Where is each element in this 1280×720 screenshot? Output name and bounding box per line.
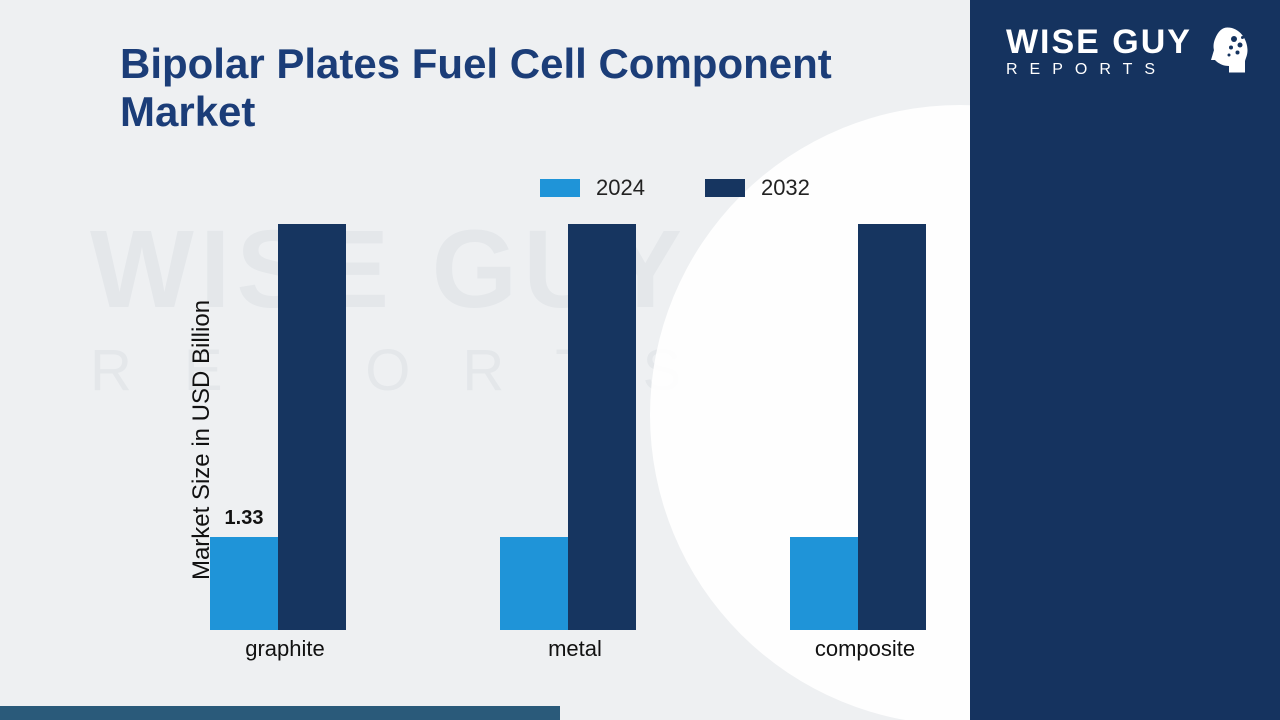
logo-subtitle: REPORTS — [1006, 61, 1192, 79]
legend-item: 2024 — [540, 175, 645, 201]
category-label: graphite — [185, 636, 385, 662]
chart-title: Bipolar Plates Fuel Cell Component Marke… — [120, 40, 880, 137]
legend-swatch-icon — [540, 179, 580, 197]
bar-2024 — [790, 537, 858, 630]
bar-value-label: 1.33 — [210, 507, 278, 530]
category-label: composite — [765, 636, 965, 662]
legend-swatch-icon — [705, 179, 745, 197]
legend-item: 2032 — [705, 175, 810, 201]
bar-2024: 1.33 — [210, 537, 278, 630]
bottom-accent-bar — [0, 706, 560, 720]
right-panel — [970, 0, 1280, 720]
logo-title: WISE GUY — [1006, 25, 1192, 59]
brand-logo: WISE GUY REPORTS — [1006, 25, 1250, 79]
legend: 2024 2032 — [540, 175, 810, 201]
legend-label: 2032 — [761, 175, 810, 201]
category-label: metal — [475, 636, 675, 662]
bar-2024 — [500, 537, 568, 630]
bar-chart: Market Size in USD Billion 1.33 graphite… — [120, 210, 960, 670]
legend-label: 2024 — [596, 175, 645, 201]
head-profile-icon — [1200, 25, 1250, 75]
plot-area: 1.33 graphite metal composite — [170, 210, 960, 630]
bar-2032 — [278, 224, 346, 630]
bar-2032 — [568, 224, 636, 630]
bar-2032 — [858, 224, 926, 630]
